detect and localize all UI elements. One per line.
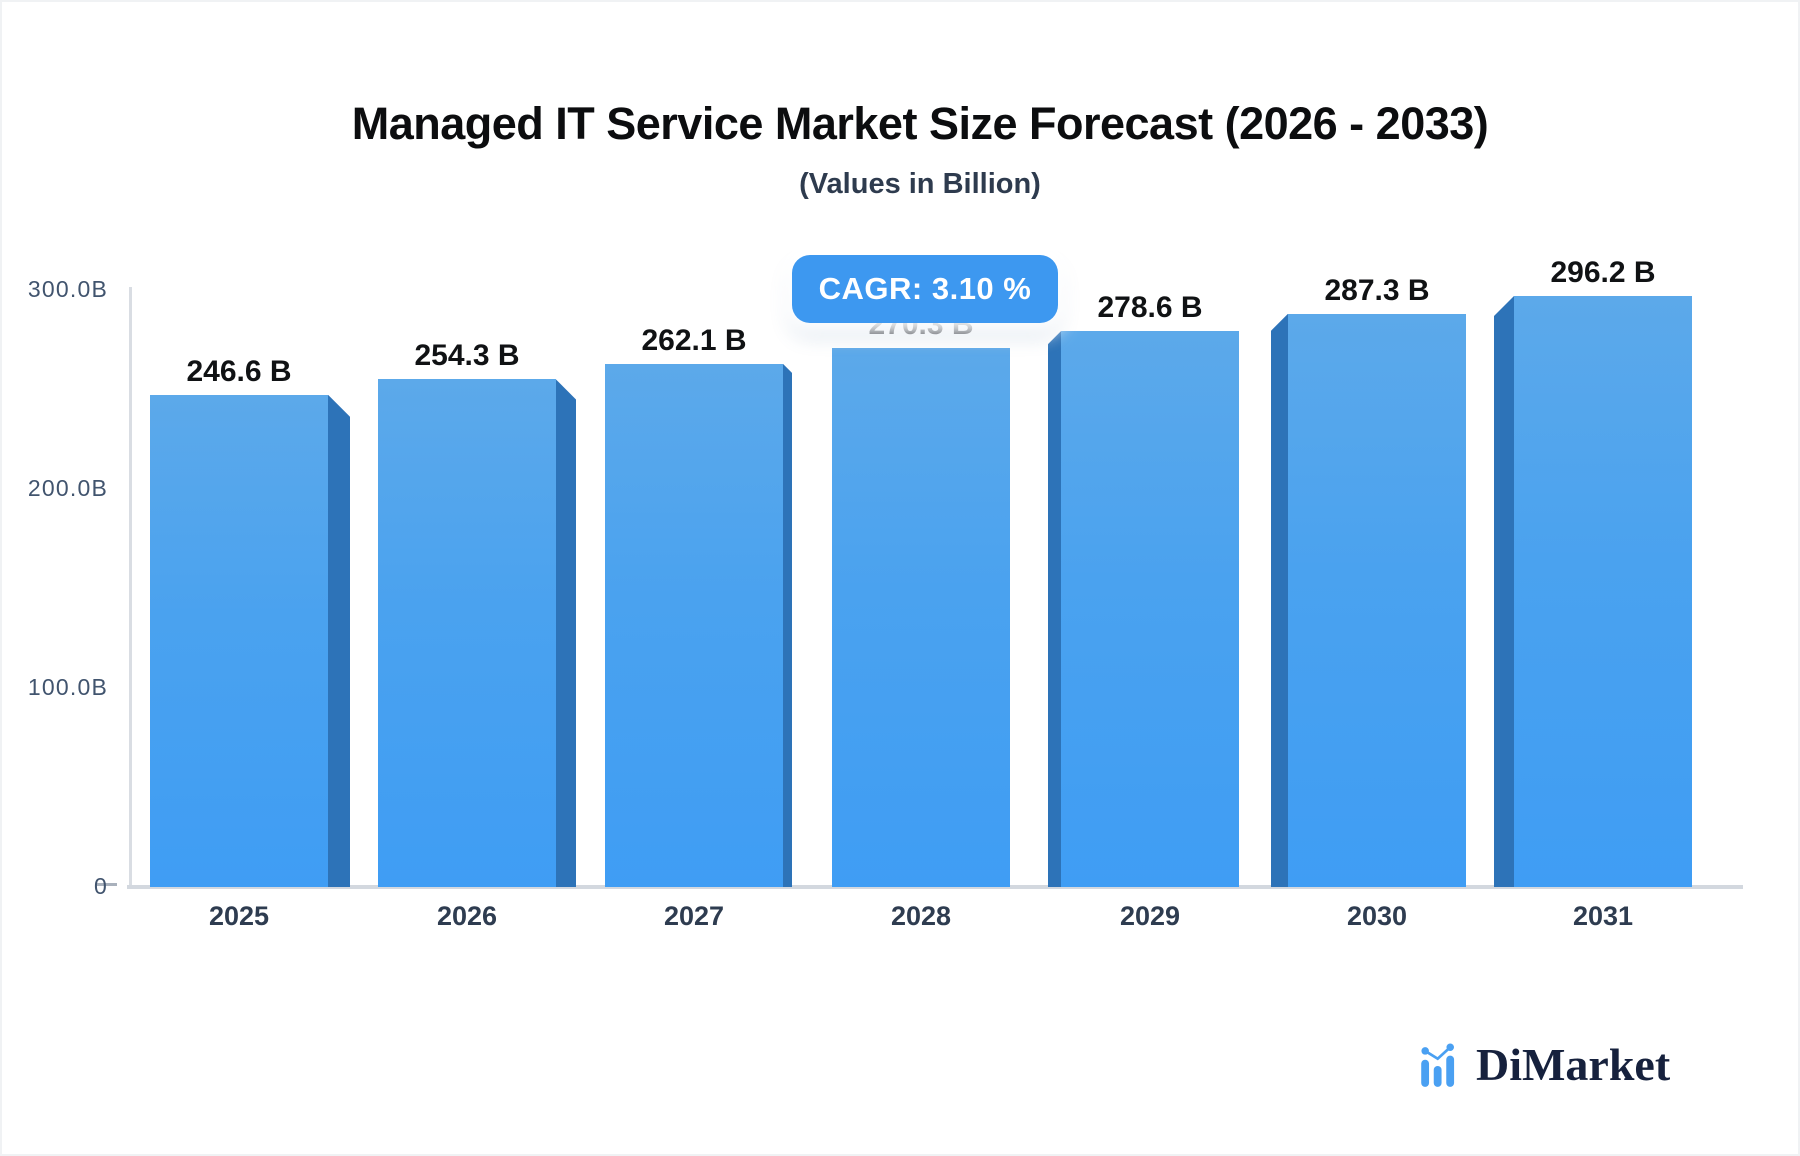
chart-subtitle: (Values in Billion) — [799, 168, 1041, 200]
y-tick-label: 0 — [94, 872, 108, 899]
bar-value-label: 278.6 B — [1097, 291, 1203, 325]
bar-side-2031 — [1494, 296, 1514, 888]
zero-tick-dash — [97, 883, 117, 886]
bar-2031 — [1514, 296, 1692, 888]
y-axis-line — [129, 287, 132, 889]
x-axis-label: 2025 — [208, 901, 270, 931]
bar-2025 — [150, 394, 328, 888]
bar-value-label: 296.2 B — [1550, 256, 1656, 290]
bar-chart-logo-icon — [1418, 1041, 1462, 1089]
bar-2028 — [832, 347, 1010, 888]
brand-logo-text: DiMarket — [1476, 1039, 1671, 1090]
bar-side-2029 — [1048, 331, 1061, 888]
x-axis-label: 2030 — [1346, 901, 1408, 931]
y-tick-label: 200.0B — [27, 474, 108, 501]
chart-title: Managed IT Service Market Size Forecast … — [351, 98, 1489, 149]
bar-value-label: 246.6 B — [186, 354, 292, 388]
bar-side-2030 — [1271, 313, 1288, 888]
bar-value-label: 254.3 B — [414, 339, 520, 373]
bar-2029 — [1061, 331, 1239, 888]
cagr-badge: CAGR: 3.10 % — [792, 255, 1058, 323]
bar-side-2026 — [556, 379, 576, 888]
bar-value-label: 287.3 B — [1324, 273, 1430, 307]
bar-value-label: 262.1 B — [641, 323, 747, 357]
y-tick-label: 100.0B — [27, 673, 108, 700]
bar-side-2027 — [783, 363, 792, 888]
bar-2026 — [378, 379, 556, 888]
x-axis-label: 2028 — [890, 901, 952, 931]
x-axis-label: 2029 — [1119, 901, 1181, 931]
bar-side-2025 — [328, 394, 350, 888]
bar-2030 — [1288, 313, 1466, 888]
y-tick-label: 300.0B — [27, 275, 108, 302]
x-axis-label: 2031 — [1572, 901, 1634, 931]
x-axis-label: 2026 — [436, 901, 498, 931]
bar-2027 — [605, 363, 783, 888]
brand-logo: DiMarket — [1418, 1040, 1670, 1090]
x-axis-label: 2027 — [663, 901, 725, 931]
